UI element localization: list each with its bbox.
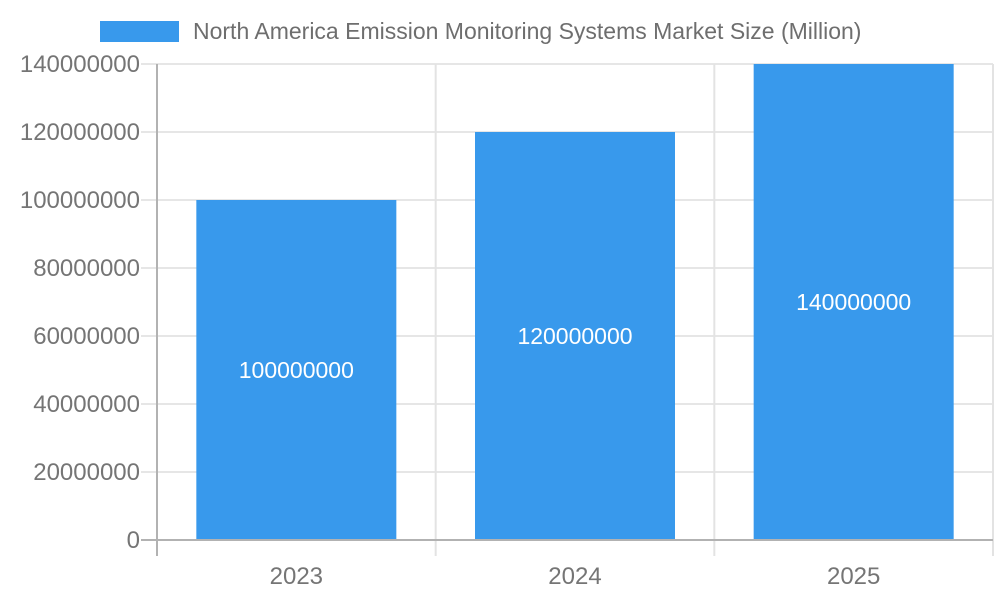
bars-group (196, 64, 954, 540)
bar-2024[interactable] (475, 132, 675, 540)
x-axis-label-2023: 2023 (270, 563, 323, 590)
bar-2025[interactable] (753, 64, 954, 540)
bar-value-label: 120000000 (517, 323, 632, 349)
y-tick-label: 100000000 (20, 187, 140, 214)
legend-swatch (100, 21, 179, 42)
x-axis-labels-group: 2023 2024 2025 (270, 563, 881, 590)
y-axis-labels-group: 0 20000000 40000000 60000000 80000000 1000000… (20, 51, 140, 554)
y-tick-label: 40000000 (33, 391, 140, 418)
bar-value-label: 100000000 (239, 357, 354, 383)
y-tick-label: 0 (127, 527, 140, 554)
x-axis-label-2025: 2025 (827, 563, 880, 590)
bar-labels-group: 100000000 120000000 140000000 (239, 289, 911, 383)
x-axis-label-2024: 2024 (548, 563, 601, 590)
y-tick-label: 20000000 (33, 459, 140, 486)
category-lines-group (434, 64, 994, 556)
legend-label: North America Emission Monitoring System… (193, 18, 862, 44)
chart-legend[interactable]: North America Emission Monitoring System… (100, 20, 861, 43)
axis-lines-group (141, 64, 993, 556)
y-tick-label: 120000000 (20, 119, 140, 146)
y-tick-label: 140000000 (20, 51, 140, 78)
y-tick-label: 80000000 (33, 255, 140, 282)
y-tick-label: 60000000 (33, 323, 140, 350)
bar-value-label: 140000000 (796, 289, 911, 315)
bar-2023[interactable] (196, 200, 397, 540)
